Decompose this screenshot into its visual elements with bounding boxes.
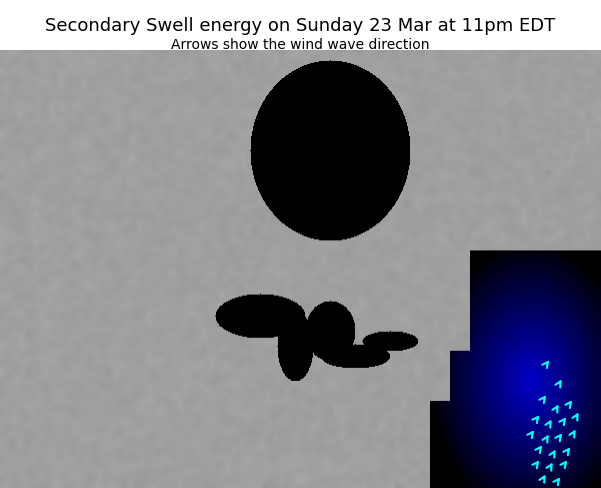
Text: Arrows show the wind wave direction: Arrows show the wind wave direction <box>171 38 430 52</box>
Text: Secondary Swell energy on Sunday 23 Mar at 11pm EDT: Secondary Swell energy on Sunday 23 Mar … <box>45 17 556 35</box>
